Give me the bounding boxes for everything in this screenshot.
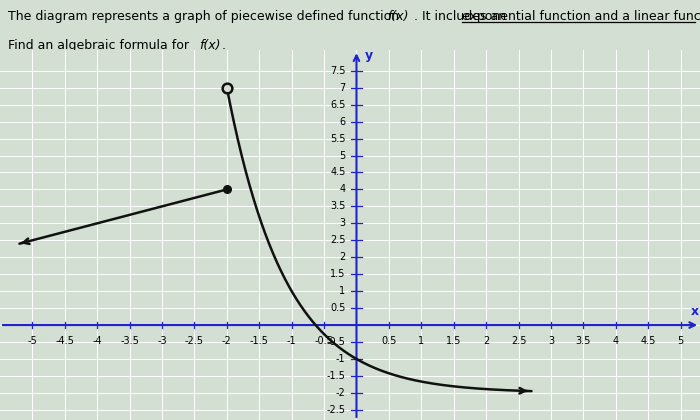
Text: x: x [691,305,699,318]
Text: y: y [365,49,373,62]
Text: -0.5: -0.5 [314,336,333,346]
Text: 4: 4 [612,336,619,346]
Text: 6: 6 [340,117,346,126]
Text: 1: 1 [418,336,424,346]
Text: Find an algebraic formula for: Find an algebraic formula for [8,39,193,52]
Text: .: . [221,39,225,52]
Text: -3: -3 [158,336,167,346]
Text: 3.5: 3.5 [575,336,591,346]
Text: 0.5: 0.5 [382,336,397,346]
Text: -2.5: -2.5 [326,405,346,415]
Text: f(x): f(x) [199,39,221,52]
Text: 1.5: 1.5 [446,336,461,346]
Text: -0.5: -0.5 [327,337,346,347]
Text: -2: -2 [336,388,346,398]
Text: -4.5: -4.5 [55,336,74,346]
Text: 4.5: 4.5 [330,168,346,178]
Text: 1.5: 1.5 [330,269,346,279]
Text: 2: 2 [340,252,346,262]
Text: -1.5: -1.5 [327,371,346,381]
Text: 7.5: 7.5 [330,66,346,76]
Text: 5: 5 [340,150,346,160]
Text: . It includes an: . It includes an [410,10,510,23]
Text: 6.5: 6.5 [330,100,346,110]
Text: 7: 7 [340,83,346,93]
Text: -3.5: -3.5 [120,336,139,346]
Text: 5: 5 [678,336,684,346]
Text: 1: 1 [340,286,346,296]
Text: 3: 3 [340,218,346,228]
Text: 2: 2 [483,336,489,346]
Text: -1.5: -1.5 [250,336,269,346]
Text: -4: -4 [92,336,102,346]
Text: -5: -5 [27,336,37,346]
Text: 2.5: 2.5 [511,336,526,346]
Text: -1: -1 [336,354,346,364]
Text: 3.5: 3.5 [330,201,346,211]
Text: 4.5: 4.5 [640,336,656,346]
Text: -1: -1 [287,336,297,346]
Text: The diagram represents a graph of piecewise defined function: The diagram represents a graph of piecew… [8,10,403,23]
Text: exponential function and a linear function.: exponential function and a linear functi… [462,10,700,23]
Text: -2.5: -2.5 [185,336,204,346]
Text: -2: -2 [222,336,232,346]
Text: 2.5: 2.5 [330,235,346,245]
Text: f(x): f(x) [387,10,409,23]
Text: 4: 4 [340,184,346,194]
Text: 0.5: 0.5 [330,303,346,313]
Text: 5.5: 5.5 [330,134,346,144]
Text: 3: 3 [548,336,554,346]
